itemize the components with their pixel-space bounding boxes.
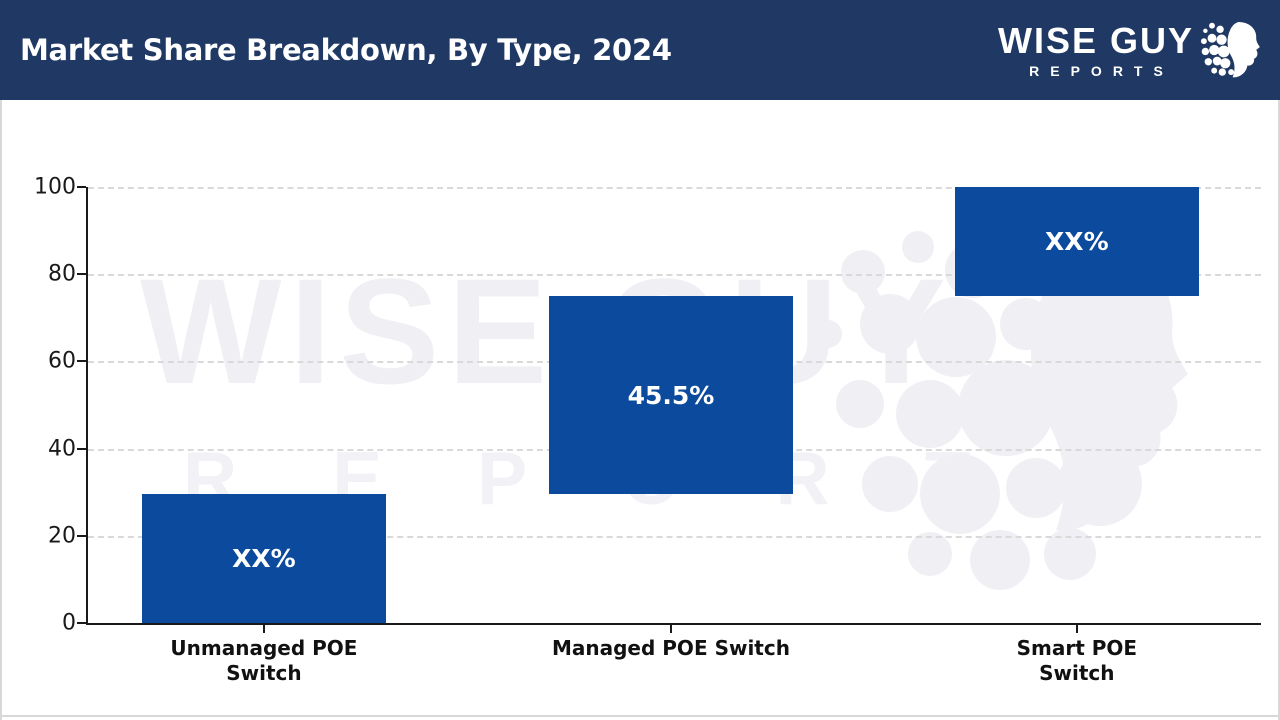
y-axis: 0 20 40 60 80 100 xyxy=(0,175,88,636)
y-axis-tick-label: 100 xyxy=(34,174,76,200)
y-tick-mark xyxy=(77,447,86,450)
bar-segment: 45.5% xyxy=(548,296,793,495)
y-tick-mark xyxy=(77,186,86,188)
x-tick-mark xyxy=(1075,625,1078,633)
bar-segment: XX% xyxy=(141,494,386,623)
y-tick-mark xyxy=(77,360,86,363)
gridline xyxy=(88,187,1261,189)
y-tick-mark xyxy=(77,273,86,276)
x-tick-mark xyxy=(262,625,265,633)
x-tick-mark xyxy=(669,625,672,633)
x-axis-label: Managed POE Switch xyxy=(551,636,790,660)
plot-area: WISE GUY REPORTS XX%45.5%XX% xyxy=(86,187,1261,633)
y-tick-mark xyxy=(77,534,86,537)
y-axis-tick-label: 60 xyxy=(48,348,76,374)
x-axis-label: Unmanaged POE Switch xyxy=(170,636,358,685)
frame-bottom-border xyxy=(0,715,1280,717)
frame-right-border xyxy=(1278,100,1280,720)
header: Market Share Breakdown, By Type, 2024 WI… xyxy=(0,0,1280,100)
wise-guy-logo: WISE GUY REPORTS xyxy=(998,8,1268,92)
y-axis-tick-label: 80 xyxy=(48,261,76,287)
gridline xyxy=(88,535,1261,538)
y-axis-tick-label: 40 xyxy=(48,436,76,462)
logo-wordmark: WISE GUY xyxy=(997,19,1194,61)
y-axis-tick-label: 20 xyxy=(48,523,76,549)
x-axis-label: Smart POE Switch xyxy=(1016,636,1138,685)
logo-subtext: REPORTS xyxy=(1029,62,1174,79)
bar-segment: XX% xyxy=(954,187,1199,296)
bar-value-label: 45.5% xyxy=(627,380,715,410)
watermark-wordmark: WISE GUY xyxy=(140,247,955,415)
y-axis-spine xyxy=(86,187,88,623)
bar-value-label: XX% xyxy=(1045,227,1109,256)
logo-head-icon xyxy=(1200,22,1260,78)
page-title: Market Share Breakdown, By Type, 2024 xyxy=(20,33,672,67)
y-tick-mark xyxy=(77,622,86,624)
gridline xyxy=(88,274,1261,277)
logo-text: WISE GUY REPORTS xyxy=(997,19,1194,79)
y-axis-tick-label: 0 xyxy=(62,610,76,636)
bar-value-label: XX% xyxy=(232,544,296,574)
x-axis: Unmanaged POE Switch Managed POE Switch Sm… xyxy=(88,625,1261,705)
frame-left-border xyxy=(0,100,2,720)
x-axis-spine xyxy=(86,623,1261,625)
